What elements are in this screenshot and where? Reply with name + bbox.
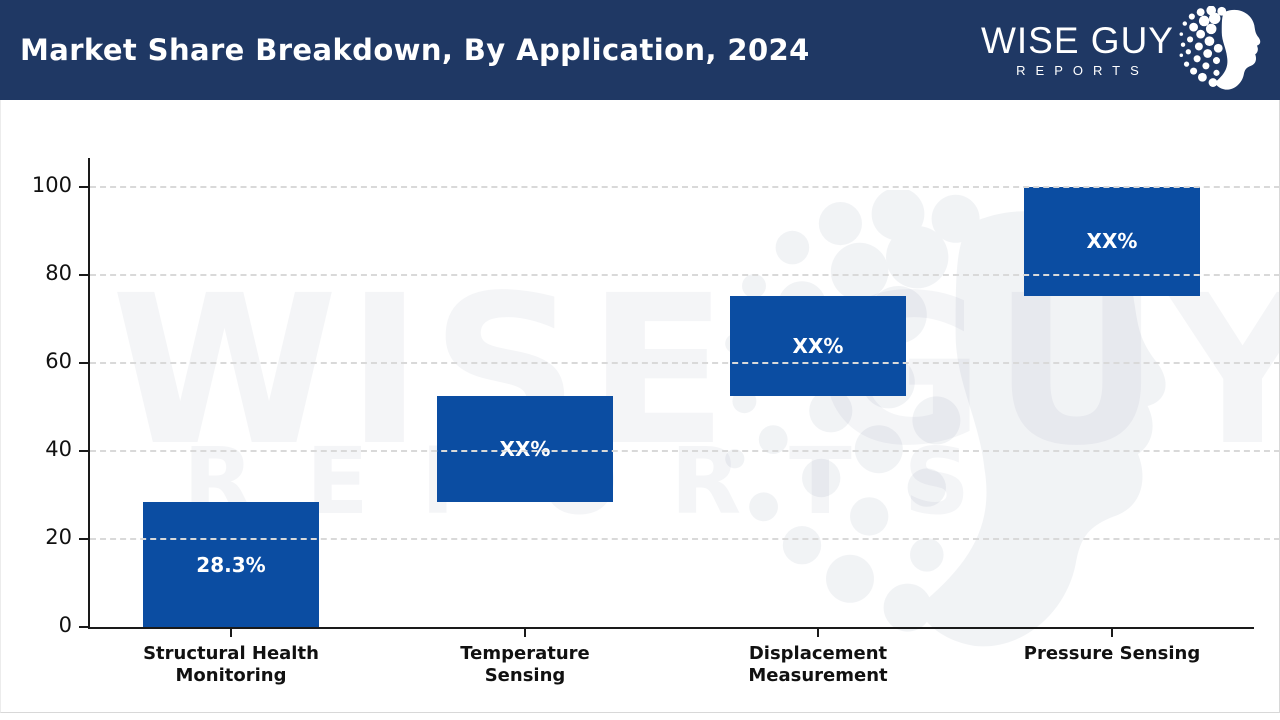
x-category-label-line: Pressure Sensing (1023, 643, 1201, 664)
x-category-label-line: Sensing (484, 664, 566, 686)
watermark-brand-text: WISE GUY (111, 251, 1280, 491)
y-tick-label: 60 (45, 348, 72, 373)
y-axis-line (88, 158, 90, 629)
y-axis-tick (79, 449, 88, 452)
face-profile-logo-icon (1179, 6, 1261, 90)
x-category-label-line: Measurement (748, 664, 888, 686)
y-tick-label: 100 (31, 172, 72, 197)
bar-temperature-sensing: XX% (437, 395, 613, 503)
x-axis-tick (817, 629, 819, 637)
brand-subtitle: REPORTS (1016, 63, 1149, 78)
y-axis-tick (79, 537, 88, 540)
bar-value-label: XX% (1086, 229, 1138, 254)
y-axis-tick (79, 361, 88, 364)
bar-pressure-sensing: XX% (1024, 186, 1200, 296)
x-category-label-line: Temperature (460, 643, 590, 664)
x-category-label-line: Monitoring (175, 664, 287, 686)
x-category-label: Pressure Sensing (962, 643, 1262, 665)
brand-name: WISE GUY (980, 20, 1174, 61)
brand-logo: WISE GUY REPORTS (981, 6, 1264, 94)
header: Market Share Breakdown, By Application, … (0, 0, 1280, 100)
x-category-label: Temperature Sensing (375, 643, 675, 686)
x-axis-tick (230, 629, 232, 637)
bar-displacement-measurement: XX% (730, 295, 906, 396)
grid-line (90, 361, 1279, 364)
brand-logo-text: WISE GUY REPORTS (981, 22, 1174, 78)
x-axis-tick (524, 629, 526, 637)
grid-line (90, 537, 1279, 540)
y-tick-label: 40 (45, 436, 72, 461)
bar-value-label: XX% (792, 333, 844, 358)
y-axis-tick (79, 273, 88, 276)
x-category-label-line: Displacement (748, 643, 888, 664)
bar-value-label: XX% (499, 437, 551, 462)
y-axis-tick (79, 185, 88, 188)
grid-line (90, 449, 1279, 452)
x-category-label-line: Structural Health (143, 643, 319, 664)
x-category-label: Structural Health Monitoring (81, 643, 381, 686)
plot-region: 0 20 40 60 80 100 28.3% Structural Health Monito… (1, 100, 1279, 712)
y-axis-tick (79, 626, 88, 628)
bar-structural-health-monitoring: 28.3% (143, 502, 319, 627)
y-tick-label: 20 (45, 524, 72, 549)
y-tick-label: 0 (58, 613, 72, 637)
grid-line (90, 185, 1279, 188)
bar-value-label: 28.3% (196, 552, 266, 577)
y-tick-label: 80 (45, 260, 72, 285)
x-axis-tick (1111, 629, 1113, 637)
chart-area: WISE GUY REPORTS 02040608010028.3%Struct… (0, 100, 1280, 713)
x-axis-line (88, 627, 1254, 629)
grid-line (90, 273, 1279, 276)
x-category-label: Displacement Measurement (668, 643, 968, 686)
page-title: Market Share Breakdown, By Application, … (20, 33, 810, 67)
